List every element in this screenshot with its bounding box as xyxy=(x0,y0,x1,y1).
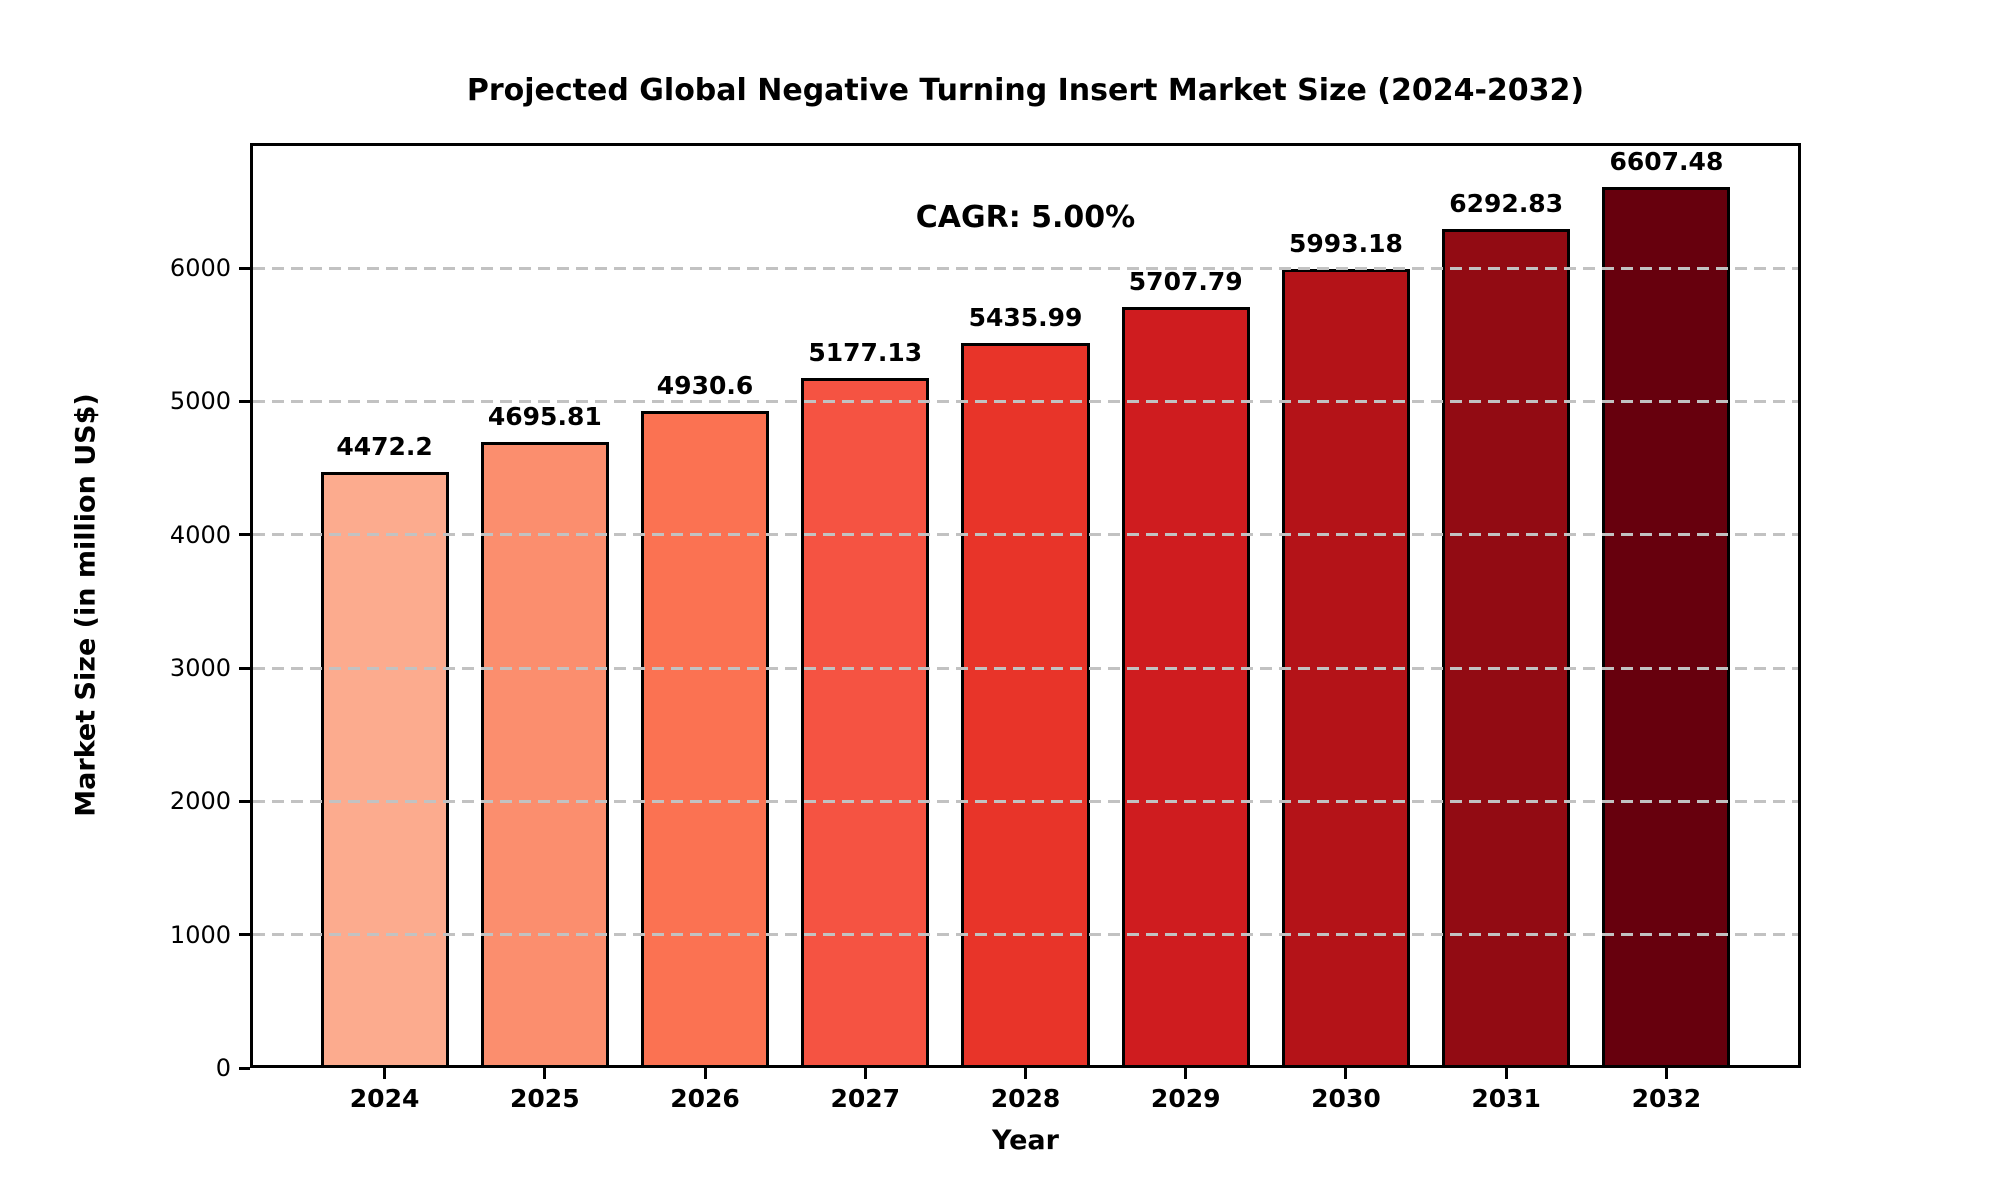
x-tick-label: 2028 xyxy=(990,1084,1061,1113)
x-tick-mark xyxy=(703,1068,707,1079)
y-tick-label: 0 xyxy=(215,1054,231,1082)
x-tick-mark xyxy=(1184,1068,1188,1079)
y-tick-label: 1000 xyxy=(169,920,231,949)
chart-title: Projected Global Negative Turning Insert… xyxy=(466,73,1585,108)
x-tick-label: 2027 xyxy=(830,1084,901,1113)
bar xyxy=(1442,229,1571,1068)
x-tick-mark xyxy=(1344,1068,1348,1079)
y-axis-label: Market Size (in million US$) xyxy=(70,393,102,817)
x-tick-mark xyxy=(863,1068,867,1079)
bar xyxy=(1121,307,1250,1068)
x-axis-label: Year xyxy=(992,1125,1059,1156)
y-tick-label: 6000 xyxy=(169,254,231,283)
x-tick-label: 2029 xyxy=(1150,1084,1221,1113)
y-tick-label: 4000 xyxy=(169,520,231,549)
y-tick-label: 5000 xyxy=(169,387,231,416)
grid-line xyxy=(253,533,1798,537)
bar-value-label: 4930.6 xyxy=(656,370,754,400)
bar xyxy=(961,343,1090,1068)
y-tick-mark xyxy=(239,799,250,803)
y-tick-mark xyxy=(239,933,250,937)
bar xyxy=(640,410,770,1068)
bar xyxy=(801,377,930,1068)
cagr-annotation: CAGR: 5.00% xyxy=(915,200,1136,235)
x-tick-label: 2032 xyxy=(1631,1084,1702,1113)
grid-line xyxy=(253,266,1798,270)
bar-value-label: 4472.2 xyxy=(336,431,433,461)
bar-value-label: 5993.18 xyxy=(1289,228,1403,258)
y-tick-mark xyxy=(239,666,250,670)
grid-line xyxy=(253,666,1798,670)
x-tick-mark xyxy=(543,1068,547,1079)
grid-line xyxy=(253,933,1798,937)
grid-line xyxy=(253,799,1798,803)
grid-line xyxy=(253,399,1798,403)
x-tick-mark xyxy=(1504,1068,1508,1079)
x-tick-label: 2025 xyxy=(510,1084,580,1113)
bar-value-label: 5177.13 xyxy=(808,337,923,367)
y-tick-label: 3000 xyxy=(169,654,231,683)
x-tick-mark xyxy=(383,1068,387,1079)
x-tick-label: 2030 xyxy=(1311,1084,1381,1113)
y-tick-mark xyxy=(239,266,250,270)
y-tick-label: 2000 xyxy=(169,787,231,816)
bar-value-label: 5707.79 xyxy=(1128,267,1243,297)
x-tick-mark xyxy=(1664,1068,1668,1079)
bar xyxy=(320,471,449,1068)
x-tick-label: 2031 xyxy=(1471,1084,1541,1113)
x-tick-mark xyxy=(1024,1068,1027,1079)
bar xyxy=(1602,187,1731,1068)
bar-value-label: 6292.83 xyxy=(1449,189,1564,219)
bar xyxy=(480,441,609,1068)
y-tick-mark xyxy=(239,399,250,403)
bar-value-label: 5435.99 xyxy=(968,303,1083,333)
bar-value-label: 4695.81 xyxy=(487,401,602,431)
bar-value-label: 6607.48 xyxy=(1609,147,1724,177)
y-tick-mark xyxy=(239,1066,250,1070)
y-tick-mark xyxy=(239,533,250,537)
x-tick-label: 2026 xyxy=(670,1084,740,1113)
x-tick-label: 2024 xyxy=(349,1084,420,1113)
